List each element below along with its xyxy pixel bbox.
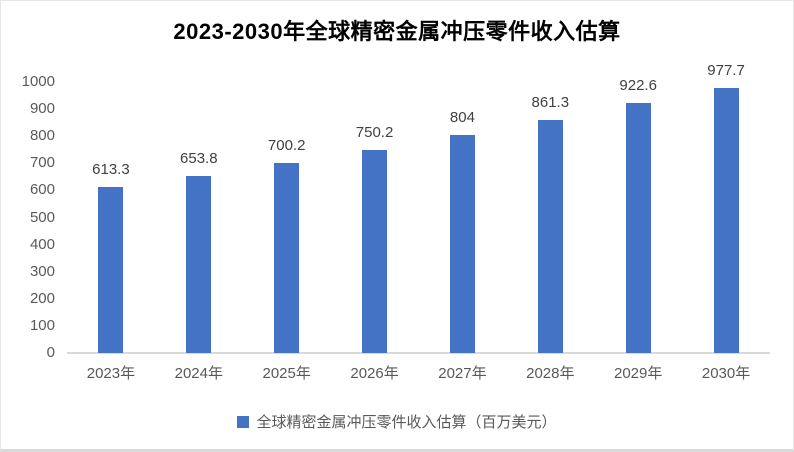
bar-value-label: 700.2 bbox=[267, 137, 306, 155]
y-tick-label: 700 bbox=[29, 154, 55, 172]
bar bbox=[362, 149, 388, 353]
x-axis: 2023年 2024年 2025年 2026年 2027年 2028年 2029年 2030年 bbox=[67, 363, 770, 385]
x-tick-label: 2027年 bbox=[438, 365, 487, 382]
bar-column: 700.2 bbox=[243, 137, 331, 353]
y-tick-label: 400 bbox=[29, 235, 55, 253]
x-tick-label: 2029年 bbox=[614, 365, 663, 382]
bar-column: 977.7 bbox=[682, 62, 770, 353]
chart-title: 2023-2030年全球精密金属冲压零件收入估算 bbox=[173, 19, 621, 44]
bar-value-label: 977.7 bbox=[707, 62, 745, 79]
bar-column: 750.2 bbox=[331, 124, 419, 353]
bar-value-label: 861.3 bbox=[531, 93, 570, 111]
y-tick-label: 300 bbox=[29, 262, 55, 280]
bar bbox=[713, 88, 739, 353]
y-tick-label: 900 bbox=[29, 100, 55, 118]
x-tick-label: 2026年 bbox=[350, 365, 399, 382]
bar bbox=[537, 119, 563, 353]
bars-container: 613.3 653.8 700.2 750.2 804 861.3 922.6 977.7 bbox=[67, 62, 770, 353]
bar-value-label: 922.6 bbox=[619, 77, 657, 94]
bar-column: 613.3 bbox=[67, 161, 155, 353]
legend-swatch bbox=[237, 415, 250, 428]
bar bbox=[186, 175, 212, 353]
y-tick-label: 600 bbox=[29, 181, 55, 199]
x-tick-label: 2025年 bbox=[262, 365, 311, 382]
y-tick-label: 800 bbox=[29, 127, 55, 145]
bar-column: 922.6 bbox=[594, 77, 682, 353]
bar-column: 653.8 bbox=[155, 150, 243, 353]
bar-column: 861.3 bbox=[506, 94, 594, 353]
y-tick-label: 100 bbox=[29, 316, 55, 334]
y-tick-label: 0 bbox=[46, 344, 55, 361]
x-axis-line bbox=[67, 352, 770, 354]
bar bbox=[449, 135, 475, 353]
y-tick-label: 500 bbox=[29, 208, 55, 226]
bar-value-label: 653.8 bbox=[180, 149, 218, 167]
legend-label: 全球精密金属冲压零件收入估算（百万美元） bbox=[256, 414, 557, 431]
y-tick-label: 200 bbox=[29, 289, 55, 307]
x-tick-label: 2023年 bbox=[86, 365, 136, 382]
x-tick-label: 2030年 bbox=[701, 365, 751, 382]
y-axis: 0 100 200 300 400 500 600 700 800 900 1000 bbox=[1, 1, 59, 449]
bar-value-label: 750.2 bbox=[355, 123, 394, 141]
x-tick-label: 2028年 bbox=[526, 365, 575, 382]
x-tick-label: 2024年 bbox=[174, 365, 223, 382]
legend: 全球精密金属冲压零件收入估算（百万美元） bbox=[1, 411, 793, 432]
bar-value-label: 804 bbox=[449, 109, 475, 127]
bar-value-label: 613.3 bbox=[92, 160, 130, 178]
bar bbox=[98, 186, 124, 353]
bar-column: 804 bbox=[419, 109, 507, 353]
y-tick-label: 1000 bbox=[21, 73, 55, 90]
bar bbox=[274, 163, 300, 353]
bar bbox=[625, 103, 651, 353]
